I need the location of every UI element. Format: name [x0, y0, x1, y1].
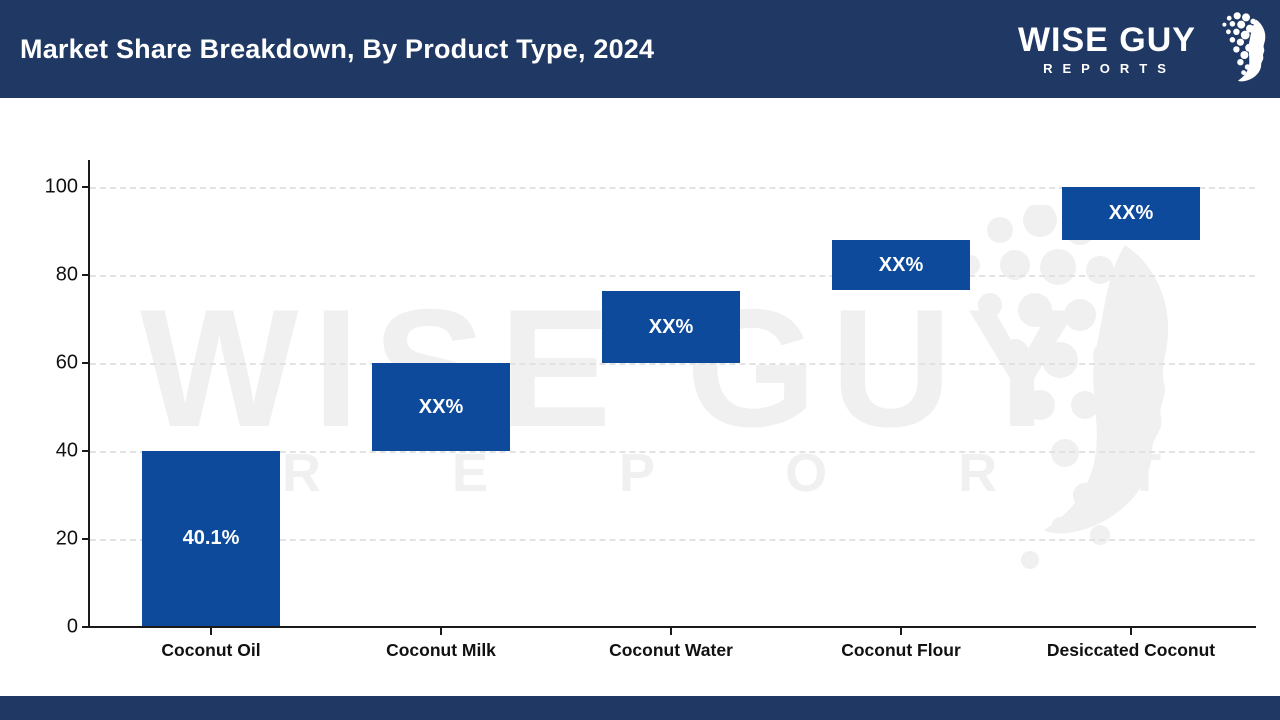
x-tick-mark-coconut-oil	[210, 628, 212, 635]
x-tick-mark-desiccated-coconut	[1130, 628, 1132, 635]
watermark-head-pattern	[880, 203, 1180, 590]
y-tick-label-40: 40	[55, 439, 78, 462]
x-tick-mark-coconut-water	[670, 628, 672, 635]
x-axis-label-coconut-flour: Coconut Flour	[841, 640, 961, 660]
bar-value-label-coconut-milk: XX%	[418, 395, 464, 418]
bar-coconut-water: XX%	[602, 291, 740, 363]
bar-desiccated-coconut: XX%	[1062, 187, 1200, 240]
gridline-40	[90, 451, 1255, 453]
logo-text: WISE GUY REPORTS	[1018, 23, 1196, 76]
bar-value-label-coconut-oil: 40.1%	[182, 527, 240, 550]
y-tick-mark-80	[82, 274, 89, 276]
x-axis-label-desiccated-coconut: Desiccated Coconut	[1046, 640, 1216, 660]
y-tick-mark-40	[82, 450, 89, 452]
y-tick-label-60: 60	[55, 351, 78, 374]
bar-coconut-oil: 40.1%	[142, 450, 280, 627]
x-tick-mark-coconut-milk	[440, 628, 442, 635]
logo-subtext: REPORTS	[1043, 60, 1176, 76]
logo-head-icon	[1202, 9, 1266, 90]
x-axis-label-coconut-water: Coconut Water	[609, 640, 733, 660]
y-tick-label-80: 80	[55, 263, 78, 286]
y-tick-mark-60	[82, 362, 89, 364]
x-axis-label-coconut-oil: Coconut Oil	[161, 640, 261, 660]
chart-title: Market Share Breakdown, By Product Type,…	[20, 33, 655, 64]
gridline-60	[90, 363, 1255, 365]
y-tick-mark-0	[82, 626, 89, 628]
bar-value-label-coconut-water: XX%	[648, 315, 694, 338]
logo-wordmark: WISE GUY	[1017, 20, 1196, 59]
x-tick-mark-coconut-flour	[900, 628, 902, 635]
y-tick-mark-100	[82, 186, 89, 188]
y-tick-label-100: 100	[44, 175, 78, 198]
y-tick-label-0: 0	[66, 615, 78, 638]
x-axis-label-coconut-milk: Coconut Milk	[386, 640, 496, 660]
footer-bar	[0, 696, 1280, 720]
gridline-20	[90, 539, 1255, 541]
x-axis	[88, 626, 1256, 628]
bar-value-label-coconut-flour: XX%	[878, 253, 924, 276]
y-tick-mark-20	[82, 538, 89, 540]
logo: WISE GUY REPORTS	[1018, 9, 1280, 90]
bar-value-label-desiccated-coconut: XX%	[1108, 201, 1154, 224]
gridline-80	[90, 275, 1255, 277]
gridline-100	[90, 187, 1255, 189]
header-bar: Market Share Breakdown, By Product Type,…	[0, 0, 1280, 98]
bar-coconut-milk: XX%	[372, 363, 510, 451]
y-axis	[88, 160, 90, 628]
y-tick-label-20: 20	[55, 527, 78, 550]
bar-coconut-flour: XX%	[832, 239, 970, 291]
